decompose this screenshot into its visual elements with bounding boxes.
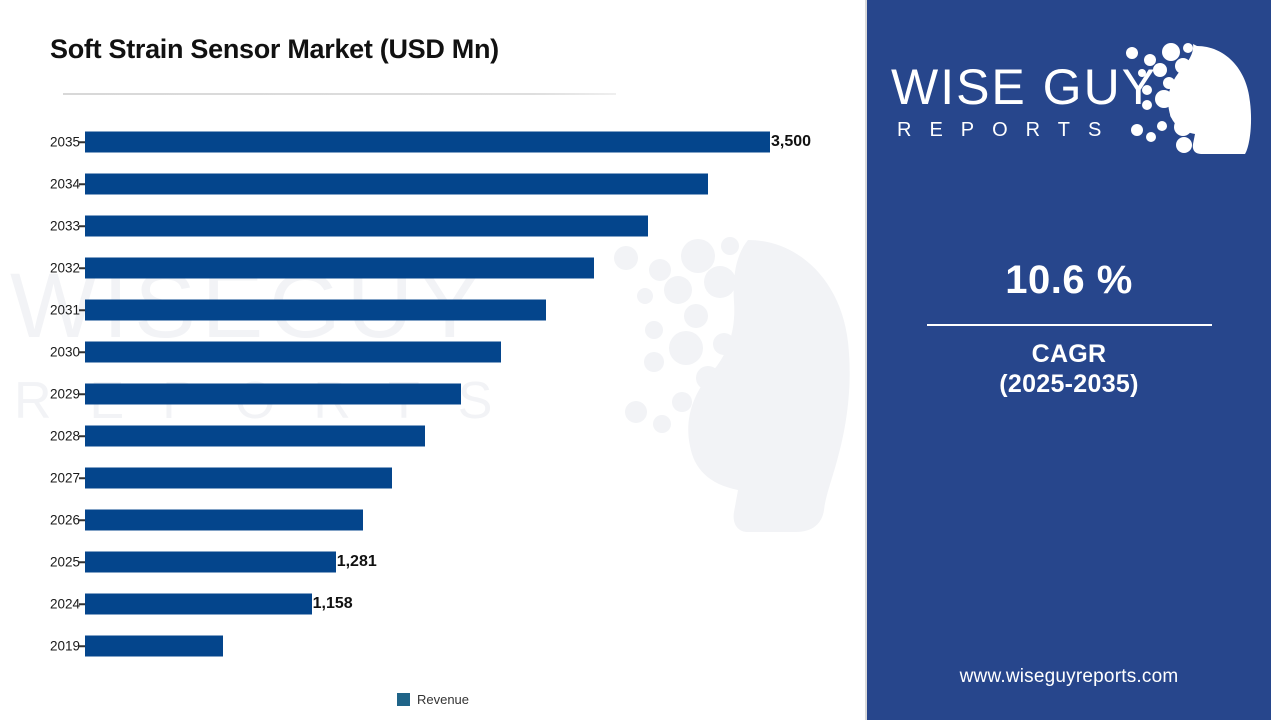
axis-tick — [79, 603, 85, 605]
bar-value-label: 1,158 — [312, 595, 353, 612]
bar[interactable] — [85, 173, 708, 195]
axis-label-year: 2025 — [49, 554, 80, 570]
chart-legend: Revenue — [0, 692, 866, 707]
bar[interactable] — [85, 593, 312, 615]
bar[interactable] — [85, 509, 363, 531]
axis-label-year: 2032 — [49, 260, 80, 276]
panel-divider — [865, 0, 867, 720]
cagr-divider — [926, 324, 1212, 326]
cagr-caption-line2: (2025-2035) — [999, 369, 1139, 398]
cagr-caption-line1: CAGR — [1031, 340, 1107, 368]
axis-tick — [79, 393, 85, 395]
bar-row: 2029 — [0, 373, 866, 415]
axis-label-year: 2035 — [49, 134, 80, 150]
bar-row: 2019 — [0, 625, 866, 667]
axis-label-year: 2033 — [49, 218, 80, 234]
bar-row: 2028 — [0, 415, 866, 457]
axis-label-year: 2029 — [49, 386, 80, 402]
bar-row: 2033 — [0, 205, 866, 247]
bar-value-label: 1,281 — [336, 553, 377, 570]
side-panel: WISE GUY REPORTS — [867, 0, 1271, 720]
cagr-caption: CAGR (2025-2035) — [867, 340, 1271, 399]
bar-row: 2032 — [0, 247, 866, 289]
axis-tick — [79, 309, 85, 311]
axis-tick — [79, 351, 85, 353]
axis-tick — [79, 435, 85, 437]
cagr-block: 10.6 % CAGR (2025-2035) — [867, 258, 1271, 399]
axis-label-year: 2027 — [49, 470, 80, 486]
bar[interactable] — [85, 257, 594, 279]
bar-row: 2030 — [0, 331, 866, 373]
head-silhouette-dots-icon — [1126, 43, 1252, 154]
bar-row: 2025 1,281 — [0, 541, 866, 583]
axis-label-year: 2024 — [49, 596, 80, 612]
bar[interactable] — [85, 131, 770, 153]
bar[interactable] — [85, 383, 461, 405]
axis-label-year: 2031 — [49, 302, 80, 318]
logo-wordmark: WISE GUY — [891, 59, 1158, 115]
axis-tick — [79, 561, 85, 563]
axis-tick — [79, 477, 85, 479]
axis-tick — [79, 225, 85, 227]
bar-row: 2035 3,500 — [0, 121, 866, 163]
bar-row: 2026 — [0, 499, 866, 541]
chart-title: Soft Strain Sensor Market (USD Mn) — [50, 34, 499, 64]
bar[interactable] — [85, 425, 425, 447]
axis-tick — [79, 183, 85, 185]
plot-area: 2035 3,500 2034 2033 2032 2031 2030 2029 2028 202… — [0, 110, 866, 670]
bar-row: 2031 — [0, 289, 866, 331]
bar[interactable] — [85, 635, 223, 657]
bar-row: 2027 — [0, 457, 866, 499]
axis-tick — [79, 267, 85, 269]
axis-label-year: 2019 — [49, 638, 80, 654]
bar[interactable] — [85, 215, 648, 237]
axis-tick — [79, 141, 85, 143]
bar-row: 2024 1,158 — [0, 583, 866, 625]
title-divider — [63, 93, 616, 95]
axis-label-year: 2026 — [49, 512, 80, 528]
bar[interactable] — [85, 341, 502, 363]
brand-logo: WISE GUY REPORTS — [885, 43, 1253, 158]
axis-tick — [79, 645, 85, 647]
legend-swatch-revenue — [396, 693, 410, 706]
bar[interactable] — [85, 467, 392, 489]
bar-value-label: 3,500 — [771, 133, 812, 150]
axis-tick — [79, 519, 85, 521]
bar[interactable] — [85, 551, 336, 573]
logo-subword: REPORTS — [897, 119, 1120, 141]
axis-label-year: 2030 — [49, 344, 80, 360]
cagr-value: 10.6 % — [1005, 258, 1133, 302]
site-url: www.wiseguyreports.com — [959, 666, 1179, 687]
bar-row: 2034 — [0, 163, 866, 205]
bar[interactable] — [85, 299, 546, 321]
legend-label-revenue: Revenue — [416, 692, 470, 707]
axis-label-year: 2028 — [49, 428, 80, 444]
axis-label-year: 2034 — [49, 176, 80, 192]
